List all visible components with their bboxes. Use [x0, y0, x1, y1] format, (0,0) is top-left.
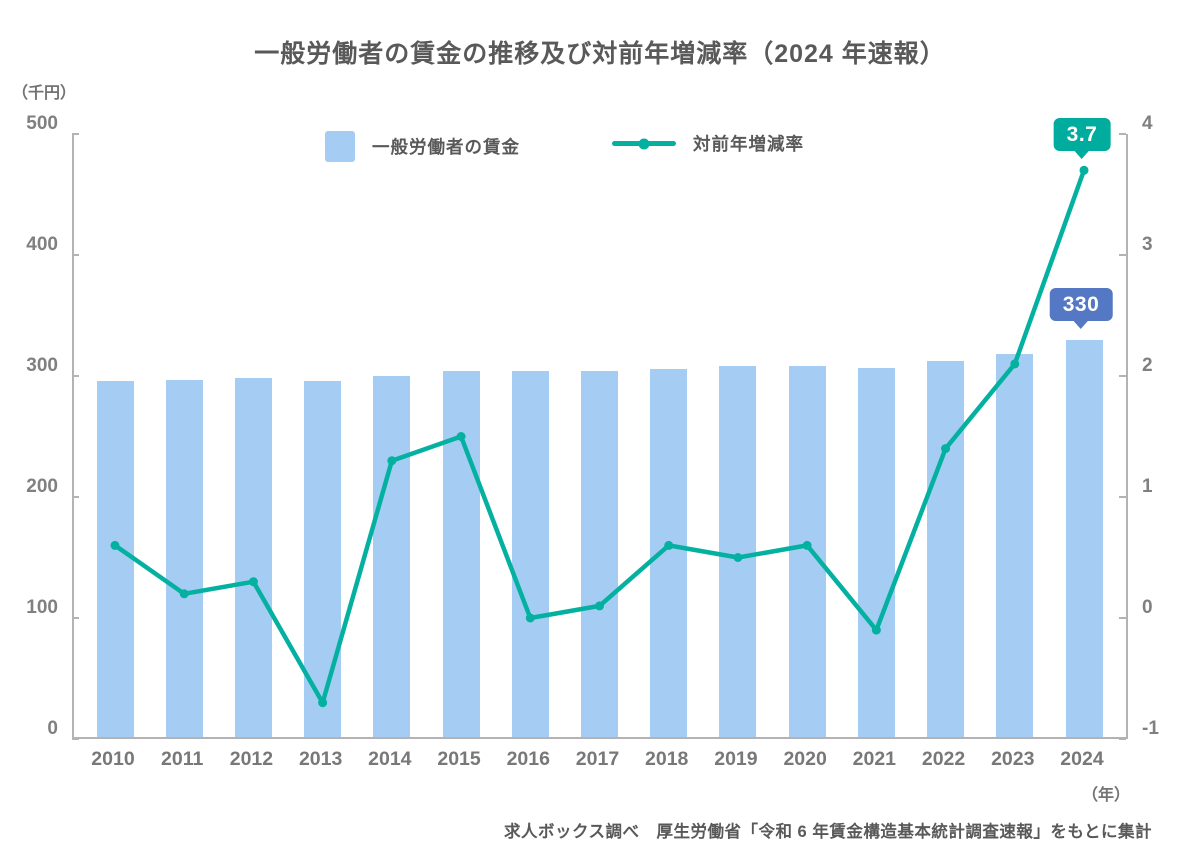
left-tick-400: 400 — [26, 234, 58, 255]
point-2015 — [456, 432, 466, 441]
tick-mark — [1119, 254, 1126, 256]
x-label-2019: 2019 — [714, 748, 758, 770]
tick-mark — [72, 254, 79, 256]
bar-2017 — [581, 371, 618, 737]
bar-2011 — [165, 379, 203, 737]
left-tick-200: 200 — [26, 476, 58, 497]
point-2013 — [318, 698, 328, 708]
bar-2016 — [511, 371, 549, 737]
tick-mark — [1119, 738, 1126, 740]
point-2017 — [595, 601, 604, 611]
x-label-2014: 2014 — [368, 748, 412, 770]
callout-pointer — [1072, 319, 1089, 329]
plot-area — [72, 134, 1128, 739]
rate-line — [113, 169, 1087, 705]
x-label-2015: 2015 — [437, 748, 481, 770]
tick-mark — [1119, 496, 1126, 498]
point-2018 — [664, 540, 674, 550]
bar-2021 — [857, 367, 895, 737]
bar-2022 — [927, 361, 965, 737]
tick-mark — [72, 617, 79, 619]
point-2022 — [941, 444, 951, 454]
tick-mark — [72, 738, 79, 740]
right-tick-1: 1 — [1142, 476, 1153, 497]
right-tick-3: 3 — [1142, 234, 1153, 255]
bar-2020 — [788, 366, 826, 737]
point-2020 — [802, 540, 812, 550]
line-series-swatch — [612, 138, 676, 149]
legend-item-bars: 一般労働者の賃金 — [325, 131, 520, 162]
left-axis-unit-label: （千円） — [12, 85, 77, 102]
line-layer — [110, 165, 1089, 708]
bar-series-label: 一般労働者の賃金 — [372, 137, 520, 157]
bar-2023 — [996, 354, 1034, 737]
tick-mark — [1119, 617, 1126, 619]
x-label-2020: 2020 — [783, 748, 827, 770]
x-label-2023: 2023 — [991, 748, 1035, 770]
x-label-2012: 2012 — [229, 748, 274, 770]
tick-mark — [1119, 133, 1126, 135]
x-axis-unit-label: （年） — [1081, 787, 1130, 804]
bar-2012 — [234, 378, 272, 737]
x-label-2010: 2010 — [91, 748, 135, 770]
legend-item-line: 対前年増減率 — [612, 131, 804, 156]
tick-mark — [72, 375, 79, 377]
point-2014 — [387, 456, 397, 466]
x-label-2018: 2018 — [645, 748, 689, 770]
x-label-2017: 2017 — [575, 748, 620, 770]
bar-peak-value: 330 — [1062, 292, 1100, 316]
left-tick-500: 500 — [26, 113, 58, 134]
chart-title: 一般労働者の賃金の推移及び対前年増減率（2024 年速報） — [254, 40, 946, 68]
x-label-2016: 2016 — [506, 748, 550, 770]
x-label-2022: 2022 — [921, 748, 966, 770]
point-2016 — [525, 613, 535, 623]
x-label-2011: 2011 — [161, 748, 204, 770]
left-tick-0: 0 — [47, 718, 58, 739]
bar-2010 — [96, 380, 134, 737]
line-value-callout: 3.7 — [1053, 118, 1111, 160]
bar-series-swatch — [325, 131, 355, 162]
line-series-dot — [638, 138, 650, 149]
tick-mark — [1119, 375, 1126, 377]
source-note: 求人ボックス調べ 厚生労働省「令和 6 年賃金構造基本統計調査速報」をもとに集計 — [503, 823, 1152, 841]
callout-pointer — [1073, 150, 1090, 160]
bar-value-callout: 330 — [1049, 287, 1113, 329]
x-label-2013: 2013 — [298, 748, 343, 770]
point-2011 — [179, 589, 189, 599]
bar-2024 — [1065, 339, 1103, 737]
line-peak-value: 3.7 — [1066, 123, 1098, 147]
bar-2019 — [719, 366, 757, 737]
x-label-2024: 2024 — [1060, 748, 1104, 770]
left-tick-300: 300 — [26, 355, 58, 376]
bar-2014 — [373, 376, 411, 737]
right-tick--1: -1 — [1142, 718, 1159, 739]
point-2019 — [733, 553, 743, 562]
point-2021 — [871, 625, 881, 635]
right-tick-0: 0 — [1142, 597, 1153, 618]
point-2023 — [1010, 359, 1020, 369]
bar-2018 — [650, 368, 688, 737]
point-2012 — [248, 577, 258, 587]
tick-mark — [72, 133, 79, 135]
right-tick-4: 4 — [1142, 113, 1153, 134]
tick-mark — [72, 496, 79, 498]
point-2010 — [110, 540, 120, 550]
line-series-label: 対前年増減率 — [693, 134, 804, 154]
left-tick-100: 100 — [26, 597, 58, 618]
point-2024 — [1079, 165, 1089, 175]
right-tick-2: 2 — [1142, 355, 1153, 376]
x-label-2021: 2021 — [852, 748, 897, 770]
